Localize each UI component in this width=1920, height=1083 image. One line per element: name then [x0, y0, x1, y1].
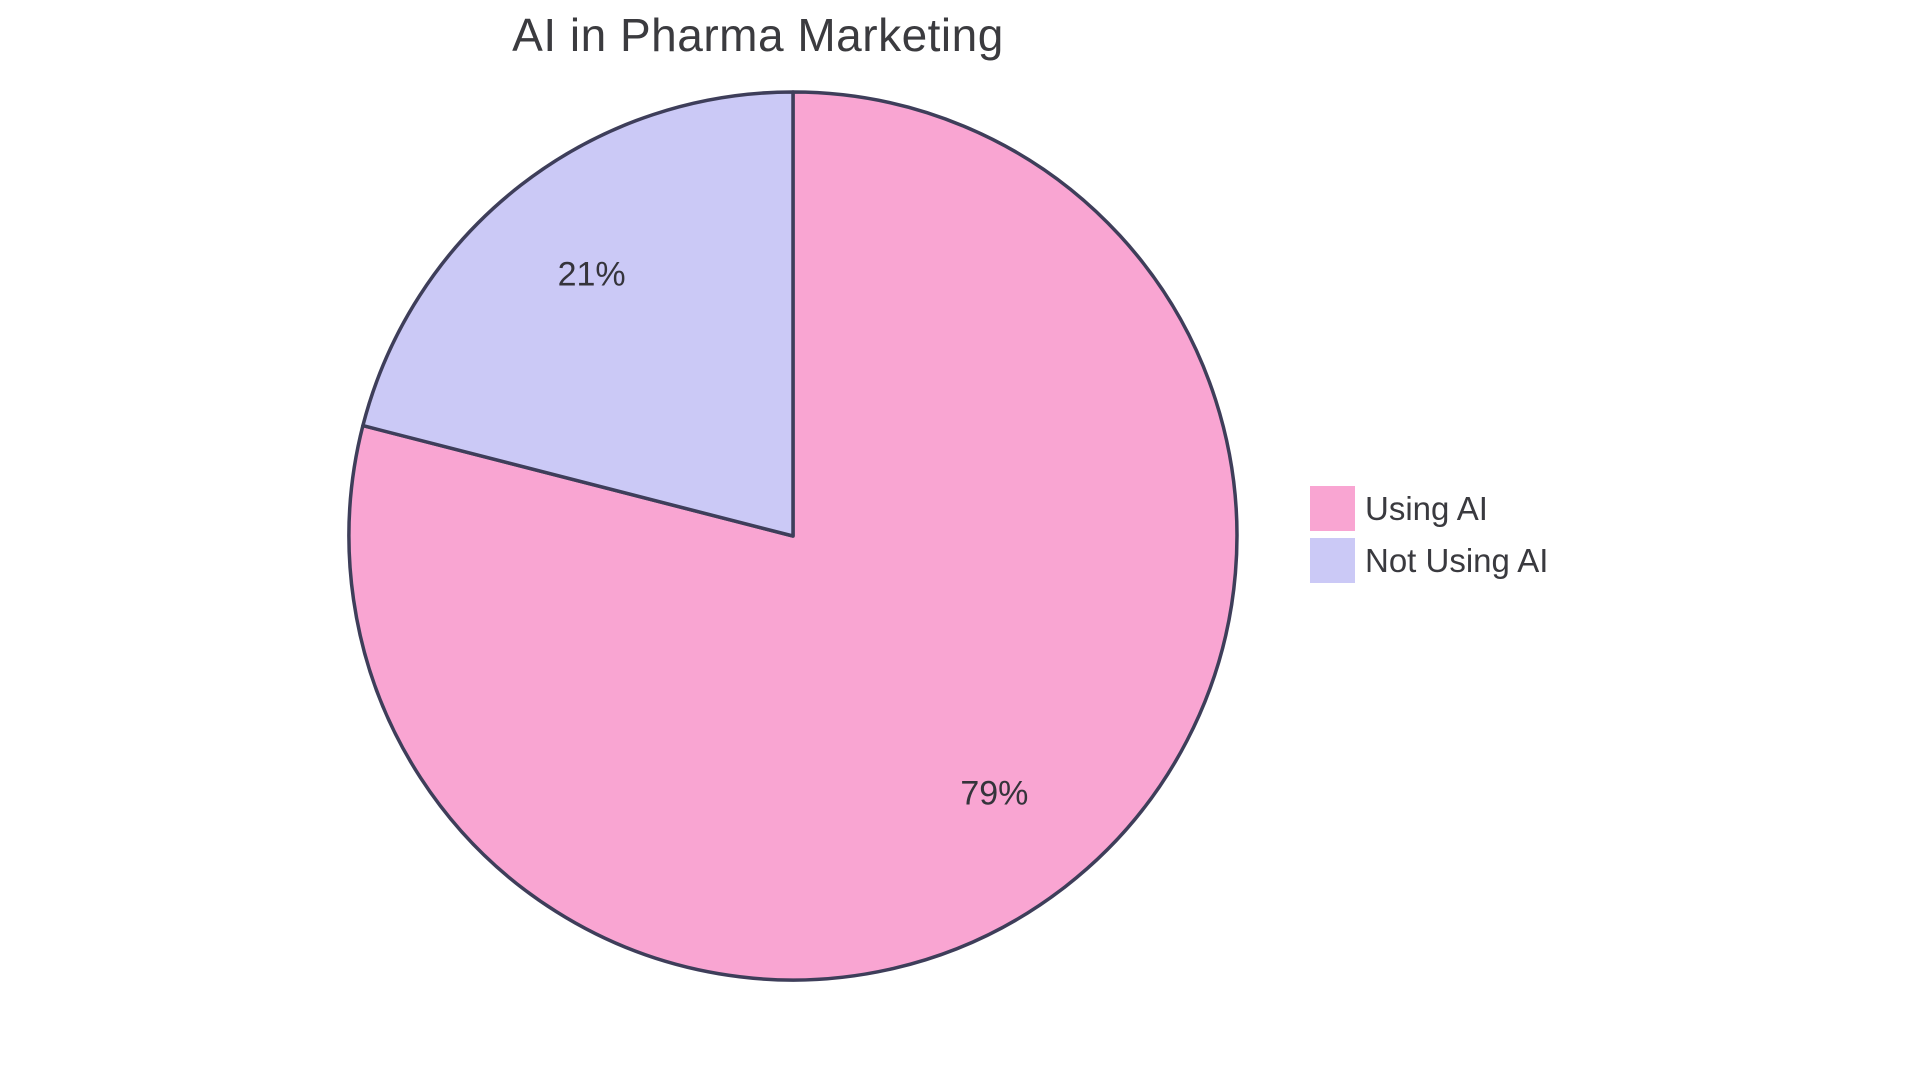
legend-label-using-ai: Using AI	[1365, 490, 1488, 527]
legend-item-using-ai[interactable]: Using AI	[1310, 486, 1548, 531]
legend-swatch-not-using-ai	[1310, 538, 1355, 583]
chart-title: AI in Pharma Marketing	[512, 9, 1004, 61]
slice-percent-label-not-using-ai: 21%	[558, 255, 626, 293]
pie-slice-not-using-ai[interactable]	[361, 90, 795, 538]
legend: Using AI Not Using AI	[1310, 486, 1548, 583]
legend-item-not-using-ai[interactable]: Not Using AI	[1310, 538, 1548, 583]
legend-label-not-using-ai: Not Using AI	[1365, 542, 1549, 579]
pie-slice-using-ai[interactable]	[347, 90, 1239, 982]
slice-percent-label-using-ai: 79%	[960, 775, 1028, 813]
legend-swatch-using-ai	[1310, 486, 1355, 531]
